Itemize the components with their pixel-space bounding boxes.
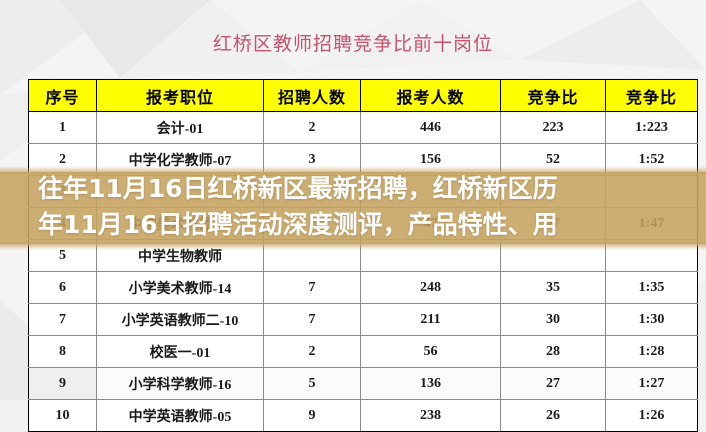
row-position: 校医一-01 [96, 335, 264, 368]
row-position: 会计-01 [96, 111, 264, 144]
table-header: 序号 报考职位 招聘人数 报考人数 竞争比 竞争比 [28, 79, 698, 112]
table-row[interactable]: 10 中学英语教师-05 9 238 26 1:26 [28, 399, 698, 432]
row-ratio-number: 27 [500, 367, 606, 400]
table-row[interactable]: 7 小学英语教师二-10 7 211 30 1:30 [28, 303, 698, 336]
row-ratio: 1:26 [605, 399, 698, 432]
overlay-headline-line-1: 往年11月16日红桥新区最新招聘，红桥新区历 [38, 174, 558, 203]
row-ratio-number: 28 [500, 335, 606, 368]
row-hire-count: 7 [263, 271, 361, 304]
row-position: 中学英语教师-05 [96, 399, 264, 432]
row-applicant-count: 238 [360, 399, 501, 432]
row-ratio: 1:30 [605, 303, 698, 336]
row-hire-count: 2 [263, 335, 361, 368]
column-header-ratio-num: 竞争比 [500, 79, 606, 112]
row-hire-count: 9 [263, 399, 361, 432]
row-index: 6 [28, 271, 97, 304]
table: 序号 报考职位 招聘人数 报考人数 竞争比 竞争比 1 会计-01 2 446 223 1… [28, 79, 698, 432]
row-ratio: 1:28 [605, 335, 698, 368]
row-ratio-number: 35 [500, 271, 606, 304]
row-position: 小学美术教师-14 [96, 271, 264, 304]
column-header-ratio: 竞争比 [605, 79, 698, 112]
row-ratio: 1:35 [605, 271, 698, 304]
table-row[interactable]: 8 校医一-01 2 56 28 1:28 [28, 335, 698, 368]
row-ratio: 1:27 [605, 367, 698, 400]
row-applicant-count: 248 [360, 271, 501, 304]
overlay-headline-line-2: 年11月16日招聘活动深度测评，产品特性、用 [38, 210, 558, 239]
column-header-applicants: 报考人数 [360, 79, 501, 112]
banner-fade-bottom [0, 243, 706, 250]
row-hire-count: 2 [263, 111, 361, 144]
row-ratio: 1:223 [605, 111, 698, 144]
table-row[interactable]: 6 小学美术教师-14 7 248 35 1:35 [28, 271, 698, 304]
row-index: 7 [28, 303, 97, 336]
row-hire-count: 5 [263, 367, 361, 400]
row-ratio-number: 223 [500, 111, 606, 144]
column-header-hire-count: 招聘人数 [263, 79, 361, 112]
overlay-headline: 往年11月16日红桥新区最新招聘，红桥新区历 年11月16日招聘活动深度测评，产… [38, 171, 686, 243]
row-index: 9 [28, 367, 97, 400]
row-ratio-number: 26 [500, 399, 606, 432]
banner-fade-top [0, 166, 706, 174]
competition-ratio-table: 序号 报考职位 招聘人数 报考人数 竞争比 竞争比 1 会计-01 2 446 223 1… [28, 79, 698, 432]
row-position: 小学科学教师-16 [96, 367, 264, 400]
column-header-position: 报考职位 [96, 79, 264, 112]
row-index: 8 [28, 335, 97, 368]
table-row[interactable]: 9 小学科学教师-16 5 136 27 1:27 [28, 367, 698, 400]
row-applicant-count: 136 [360, 367, 501, 400]
table-body: 1 会计-01 2 446 223 1:223 2 中学化学教师-07 3 156 52 1:52 3 4… [28, 111, 698, 432]
row-index: 10 [28, 399, 97, 432]
row-position: 小学英语教师二-10 [96, 303, 264, 336]
row-ratio-number: 30 [500, 303, 606, 336]
row-applicant-count: 211 [360, 303, 501, 336]
row-applicant-count: 56 [360, 335, 501, 368]
row-index: 1 [28, 111, 97, 144]
column-header-index: 序号 [28, 79, 97, 112]
table-header-row: 序号 报考职位 招聘人数 报考人数 竞争比 竞争比 [28, 79, 698, 112]
page-title: 红桥区教师招聘竞争比前十岗位 [212, 33, 493, 55]
row-hire-count: 7 [263, 303, 361, 336]
table-row[interactable]: 1 会计-01 2 446 223 1:223 [28, 111, 698, 144]
row-applicant-count: 446 [360, 111, 501, 144]
